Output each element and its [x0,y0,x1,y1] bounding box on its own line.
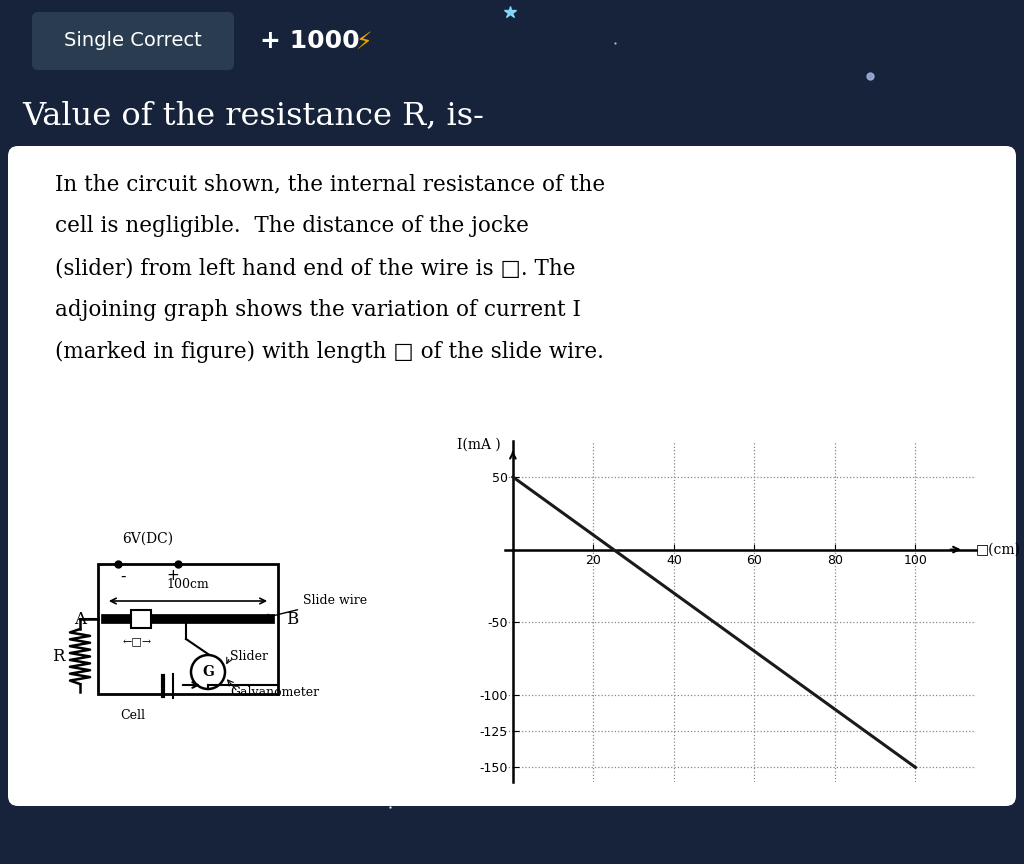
Text: I(mA ): I(mA ) [457,438,501,452]
Text: 6V(DC): 6V(DC) [123,532,173,546]
Text: In the circuit shown, the internal resistance of the: In the circuit shown, the internal resis… [55,173,605,195]
Text: A: A [74,611,86,627]
Text: +: + [167,569,179,583]
Text: adjoining graph shows the variation of current I: adjoining graph shows the variation of c… [55,299,581,321]
FancyBboxPatch shape [32,12,234,70]
Text: Single Correct: Single Correct [65,31,202,50]
Text: + 1000: + 1000 [260,29,359,53]
Text: (slider) from left hand end of the wire is □. The: (slider) from left hand end of the wire … [55,257,575,279]
Bar [131,610,151,628]
Bar [98,564,278,694]
FancyBboxPatch shape [8,146,1016,806]
Text: □(cm): □(cm) [976,543,1021,556]
Text: B: B [286,611,298,627]
Text: (marked in figure) with length □ of the slide wire.: (marked in figure) with length □ of the … [55,341,604,363]
Text: Cell: Cell [121,709,145,722]
Text: G: G [202,665,214,679]
Text: 100cm: 100cm [167,578,209,591]
Text: Value of the resistance R, is-: Value of the resistance R, is- [22,100,484,131]
Text: cell is negligible.  The distance of the jocke: cell is negligible. The distance of the … [55,215,528,237]
Text: ⚡: ⚡ [355,30,372,54]
Text: Galvanometer: Galvanometer [230,685,319,698]
Text: -: - [120,569,126,583]
Text: R: R [52,648,65,665]
Text: Slider: Slider [230,651,268,664]
Text: Slide wire: Slide wire [264,594,368,619]
Text: ←□→: ←□→ [123,636,153,646]
